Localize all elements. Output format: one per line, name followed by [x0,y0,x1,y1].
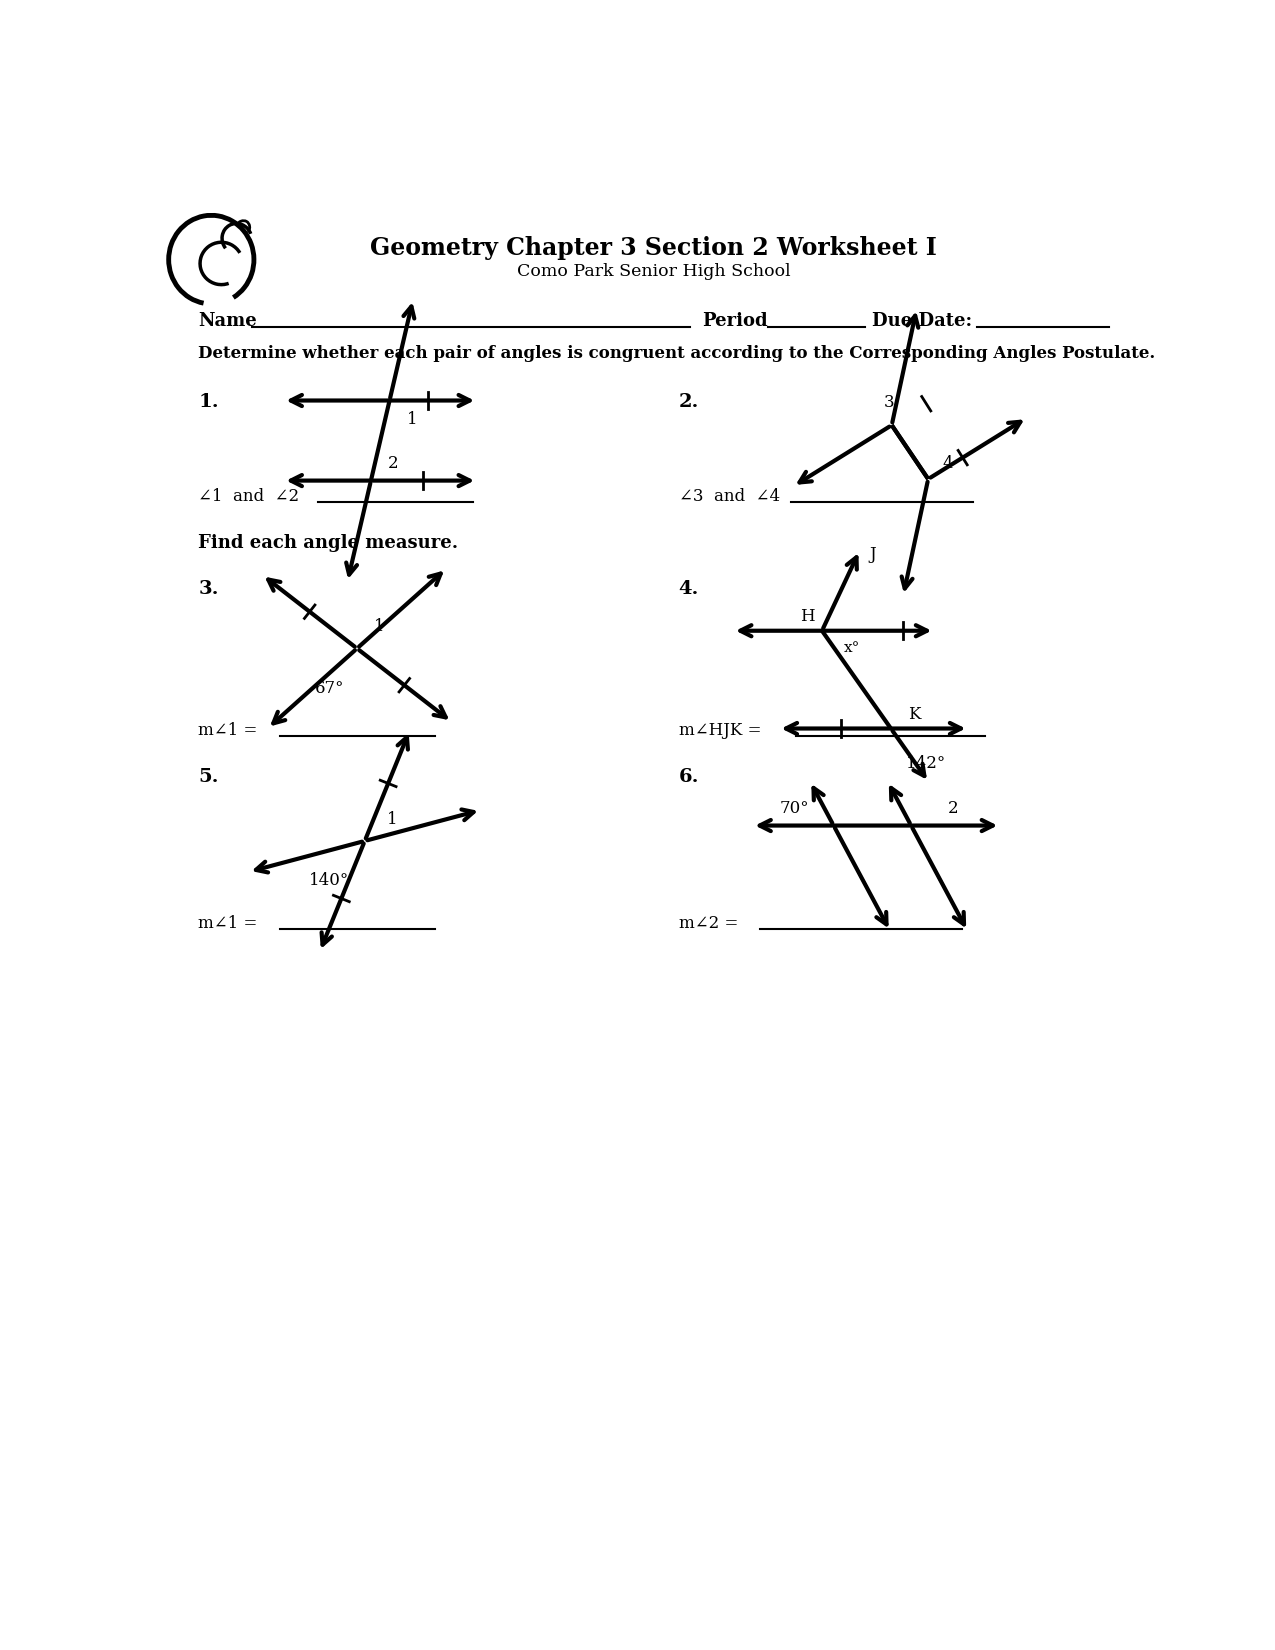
Text: ∠3  and  ∠4: ∠3 and ∠4 [678,488,780,505]
Text: 5.: 5. [198,767,218,785]
Text: 142°: 142° [907,754,946,772]
Text: 1: 1 [386,810,397,828]
Text: Period: Period [701,312,768,330]
Text: J: J [870,546,876,563]
Text: Como Park Senior High School: Como Park Senior High School [516,262,790,279]
Text: 140°: 140° [309,873,349,889]
Text: 4.: 4. [678,581,699,599]
Text: Name: Name [198,312,256,330]
Text: m∠HJK =: m∠HJK = [678,723,761,739]
Text: 2: 2 [947,800,959,817]
Text: 1: 1 [374,619,385,635]
Text: ∠1  and  ∠2: ∠1 and ∠2 [198,488,300,505]
Text: Due Date:: Due Date: [872,312,973,330]
Text: 3.: 3. [198,581,218,599]
Text: K: K [908,706,921,723]
Text: Geometry Chapter 3 Section 2 Worksheet I: Geometry Chapter 3 Section 2 Worksheet I [370,236,937,261]
Text: Find each angle measure.: Find each angle measure. [198,535,458,553]
Text: 70°: 70° [779,800,810,817]
Text: 6.: 6. [678,767,699,785]
Text: 2.: 2. [678,393,699,411]
Text: 1: 1 [407,411,417,429]
Text: 3: 3 [884,394,895,411]
Text: m∠1 =: m∠1 = [198,914,258,932]
Text: m∠2 =: m∠2 = [678,914,738,932]
Text: 4: 4 [942,455,952,472]
Text: 67°: 67° [315,680,344,696]
Text: Determine whether each pair of angles is congruent according to the Correspondin: Determine whether each pair of angles is… [198,345,1155,361]
Text: 2: 2 [388,455,399,472]
Text: x°: x° [844,640,861,655]
Text: H: H [801,609,815,625]
Text: 1.: 1. [198,393,219,411]
Text: m∠1 =: m∠1 = [198,723,258,739]
